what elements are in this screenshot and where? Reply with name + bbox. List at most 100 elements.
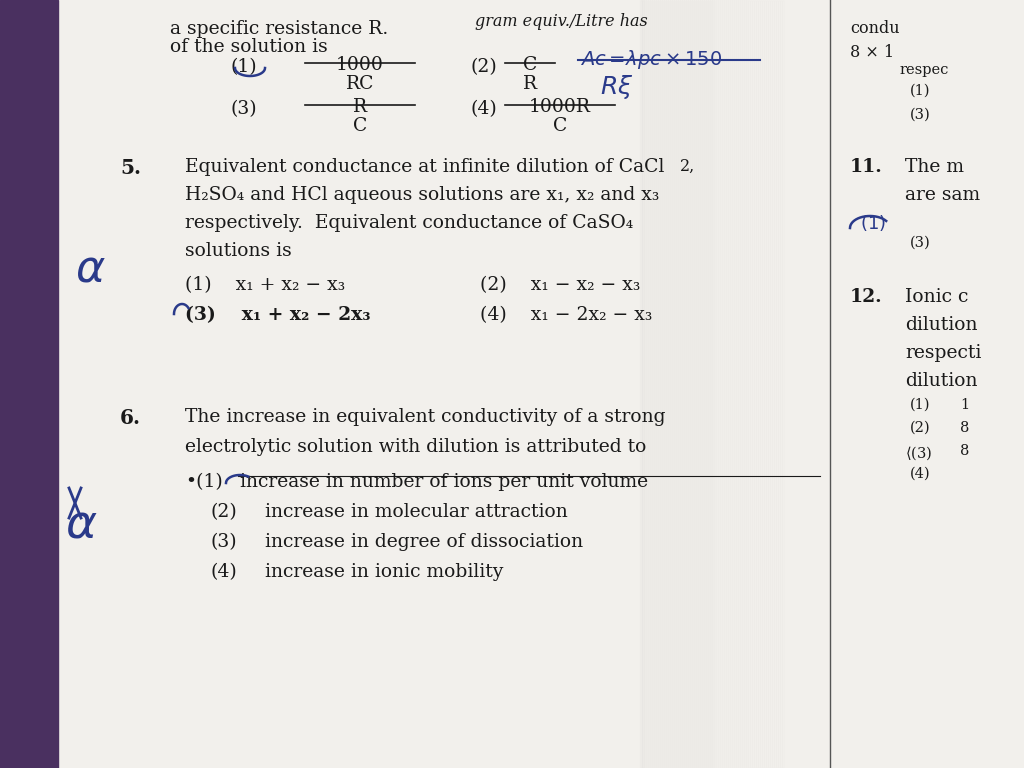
Text: (3): (3): [210, 533, 237, 551]
Bar: [756, 0, 758, 768]
Bar: [702, 0, 705, 768]
Text: (1): (1): [230, 58, 257, 76]
Text: 1000: 1000: [336, 56, 384, 74]
Text: (2)    x₁ − x₂ − x₃: (2) x₁ − x₂ − x₃: [480, 276, 640, 294]
Bar: [766, 0, 768, 768]
Text: •(1): •(1): [185, 473, 223, 491]
Bar: [668, 0, 670, 768]
Bar: [748, 0, 750, 768]
Text: are sam: are sam: [905, 186, 980, 204]
Bar: [672, 0, 674, 768]
Text: (1)    x₁ + x₂ − x₃: (1) x₁ + x₂ − x₃: [185, 276, 345, 294]
Bar: [690, 0, 692, 768]
Text: C: C: [553, 117, 567, 135]
Bar: [694, 0, 696, 768]
Bar: [798, 0, 800, 768]
Text: $\it{(1)}$: $\it{(1)}$: [860, 213, 886, 233]
Text: 1000R: 1000R: [529, 98, 591, 116]
Text: dilution: dilution: [905, 372, 978, 390]
Bar: [742, 0, 744, 768]
Bar: [732, 0, 734, 768]
Bar: [744, 0, 746, 768]
Bar: [796, 0, 798, 768]
Bar: [682, 0, 684, 768]
Text: 8: 8: [961, 421, 970, 435]
Bar: [708, 0, 710, 768]
Text: 5.: 5.: [120, 158, 141, 178]
Text: (2): (2): [210, 503, 237, 521]
Text: $\it{Ac=\!\lambda pc\times150}$: $\it{Ac=\!\lambda pc\times150}$: [580, 48, 722, 71]
Text: $\alpha$: $\alpha$: [65, 503, 97, 548]
Bar: [786, 0, 788, 768]
Bar: [714, 0, 716, 768]
Bar: [670, 0, 672, 768]
Bar: [782, 0, 784, 768]
Bar: [720, 0, 722, 768]
Bar: [752, 0, 754, 768]
Bar: [790, 0, 792, 768]
Bar: [706, 0, 708, 768]
Text: (2): (2): [470, 58, 497, 76]
Text: R: R: [353, 98, 367, 116]
Text: Equivalent conductance at infinite dilution of CaCl: Equivalent conductance at infinite dilut…: [185, 158, 665, 176]
Text: (3): (3): [910, 108, 931, 122]
Bar: [686, 0, 688, 768]
Bar: [650, 0, 652, 768]
Text: The increase in equivalent conductivity of a strong: The increase in equivalent conductivity …: [185, 408, 666, 426]
Text: 1: 1: [961, 398, 969, 412]
Bar: [728, 0, 730, 768]
Bar: [734, 0, 736, 768]
Bar: [700, 0, 702, 768]
Text: dilution: dilution: [905, 316, 978, 334]
Bar: [794, 0, 796, 768]
Text: $\alpha$: $\alpha$: [75, 248, 105, 291]
Bar: [738, 0, 740, 768]
Text: (3): (3): [910, 236, 931, 250]
Bar: [664, 0, 666, 768]
Text: $\langle$(3): $\langle$(3): [905, 444, 932, 462]
Bar: [692, 0, 694, 768]
Bar: [640, 0, 642, 768]
Text: respecti: respecti: [905, 344, 981, 362]
Text: 11.: 11.: [850, 158, 883, 176]
Bar: [784, 0, 786, 768]
Text: C: C: [523, 56, 538, 74]
Bar: [730, 0, 732, 768]
Bar: [758, 0, 760, 768]
Bar: [642, 0, 644, 768]
Text: 8 × 1: 8 × 1: [850, 44, 894, 61]
Text: solutions is: solutions is: [185, 242, 292, 260]
Text: increase in degree of dissociation: increase in degree of dissociation: [265, 533, 583, 551]
Bar: [662, 0, 664, 768]
Text: electrolytic solution with dilution is attributed to: electrolytic solution with dilution is a…: [185, 438, 646, 456]
Bar: [774, 0, 776, 768]
Bar: [674, 0, 676, 768]
Bar: [746, 0, 748, 768]
Bar: [705, 0, 706, 768]
Bar: [770, 0, 772, 768]
Text: 8: 8: [961, 444, 970, 458]
Text: RC: RC: [346, 75, 374, 93]
Text: increase in number of ions per unit volume: increase in number of ions per unit volu…: [240, 473, 648, 491]
Bar: [792, 0, 794, 768]
Text: respectively.  Equivalent conductance of CaSO₄: respectively. Equivalent conductance of …: [185, 214, 633, 232]
Bar: [696, 0, 698, 768]
Bar: [660, 0, 662, 768]
Bar: [698, 0, 700, 768]
Bar: [678, 0, 680, 768]
Bar: [646, 0, 648, 768]
Bar: [680, 0, 682, 768]
Text: H₂SO₄ and HCl aqueous solutions are x₁, x₂ and x₃: H₂SO₄ and HCl aqueous solutions are x₁, …: [185, 186, 659, 204]
Text: (4): (4): [210, 563, 237, 581]
Bar: [648, 0, 650, 768]
Bar: [652, 0, 654, 768]
Text: (2): (2): [910, 421, 931, 435]
Bar: [776, 0, 778, 768]
Text: Ionic c: Ionic c: [905, 288, 969, 306]
Bar: [726, 0, 728, 768]
Bar: [0, 0, 58, 768]
Bar: [754, 0, 756, 768]
Text: 12.: 12.: [850, 288, 883, 306]
Text: of the solution is: of the solution is: [170, 38, 328, 56]
Bar: [644, 0, 646, 768]
